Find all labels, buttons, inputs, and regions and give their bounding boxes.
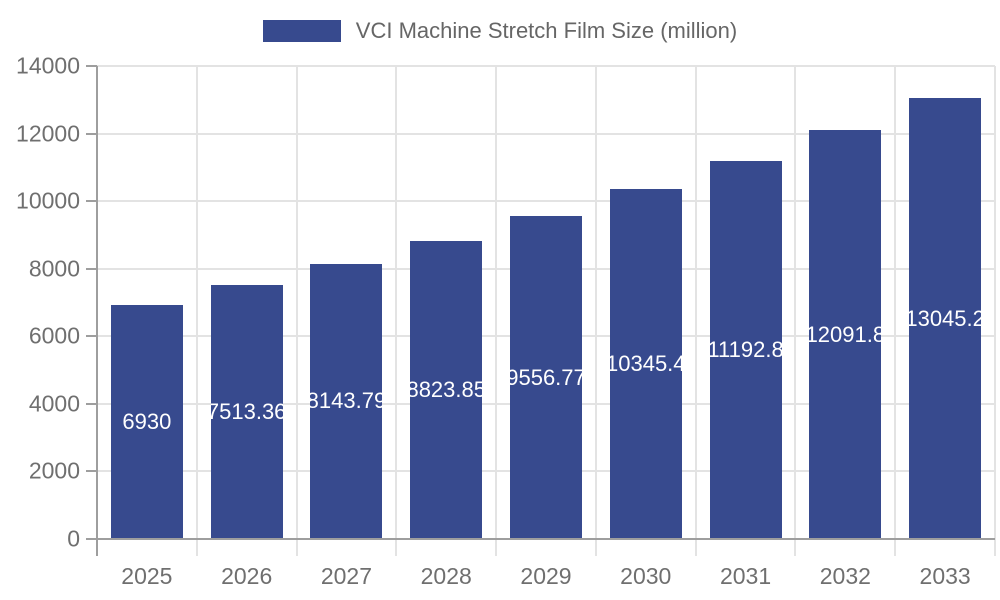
x-axis-tick-label: 2029	[520, 563, 572, 589]
h-gridline	[97, 65, 995, 67]
h-gridline	[97, 200, 995, 203]
y-axis-tick-label: 4000	[28, 390, 80, 417]
x-axis-tick-label: 2027	[320, 563, 373, 589]
y-tick-mark	[86, 267, 97, 270]
bar-value-label: 10345.4	[609, 351, 682, 377]
bar-value-label: 11192.8	[709, 336, 782, 362]
y-axis-tick-label: 8000	[28, 255, 80, 282]
bar-value-label: 8143.79	[310, 388, 383, 414]
bar[interactable]: 10345.4	[609, 189, 682, 539]
h-gridline	[97, 132, 995, 135]
y-axis-tick-label: 2000	[28, 457, 80, 484]
y-tick-mark	[86, 470, 97, 473]
v-gridline	[994, 66, 996, 556]
bar[interactable]: 11192.8	[709, 160, 782, 539]
y-axis-tick-label: 10000	[16, 187, 80, 214]
x-axis	[97, 538, 995, 540]
v-gridline	[495, 66, 498, 556]
legend-label: VCI Machine Stretch Film Size (million)	[355, 18, 738, 43]
y-tick-mark	[86, 402, 97, 405]
y-tick-mark	[86, 538, 97, 540]
bar[interactable]: 7513.36	[210, 285, 283, 539]
bar-value-label: 8823.85	[410, 376, 483, 402]
bar-value-label: 6930	[122, 408, 172, 434]
y-axis-tick-label: 6000	[28, 322, 80, 349]
v-gridline	[894, 66, 897, 556]
bar[interactable]: 6930	[110, 304, 183, 539]
bar-value-label: 12091.8	[809, 321, 882, 347]
y-tick-mark	[86, 200, 97, 203]
bar[interactable]: 8823.85	[410, 240, 483, 539]
bar-value-label: 13045.2	[909, 305, 982, 331]
bar[interactable]: 13045.2	[909, 98, 982, 539]
bar-value-label: 7513.36	[210, 399, 283, 425]
y-axis-tick-label: 14000	[16, 52, 80, 79]
y-axis-tick-label: 0	[67, 525, 80, 552]
bar-value-label: 9556.77	[510, 364, 582, 390]
bar[interactable]: 8143.79	[310, 263, 383, 539]
x-axis-tick-label: 2030	[620, 563, 672, 589]
y-tick-mark	[86, 65, 97, 67]
bar[interactable]: 12091.8	[809, 130, 882, 539]
x-axis-tick-label: 2025	[121, 563, 173, 589]
y-axis	[96, 66, 98, 556]
v-gridline	[694, 66, 697, 556]
y-axis-tick-label: 12000	[16, 120, 80, 147]
y-tick-mark	[86, 132, 97, 135]
legend[interactable]: VCI Machine Stretch Film Size (million)	[0, 18, 1000, 44]
bar[interactable]: 9556.77	[510, 216, 582, 539]
x-axis-tick-label: 2032	[819, 563, 871, 589]
v-gridline	[395, 66, 398, 556]
v-gridline	[295, 66, 298, 556]
x-axis-tick-label: 2028	[420, 563, 472, 589]
v-gridline	[594, 66, 597, 556]
v-gridline	[195, 66, 198, 556]
v-gridline	[794, 66, 797, 556]
x-axis-tick-label: 2031	[719, 563, 772, 589]
y-tick-mark	[86, 335, 97, 338]
x-axis-tick-label: 2026	[221, 563, 273, 589]
x-axis-tick-label: 2033	[919, 563, 971, 589]
legend-swatch	[262, 20, 341, 42]
